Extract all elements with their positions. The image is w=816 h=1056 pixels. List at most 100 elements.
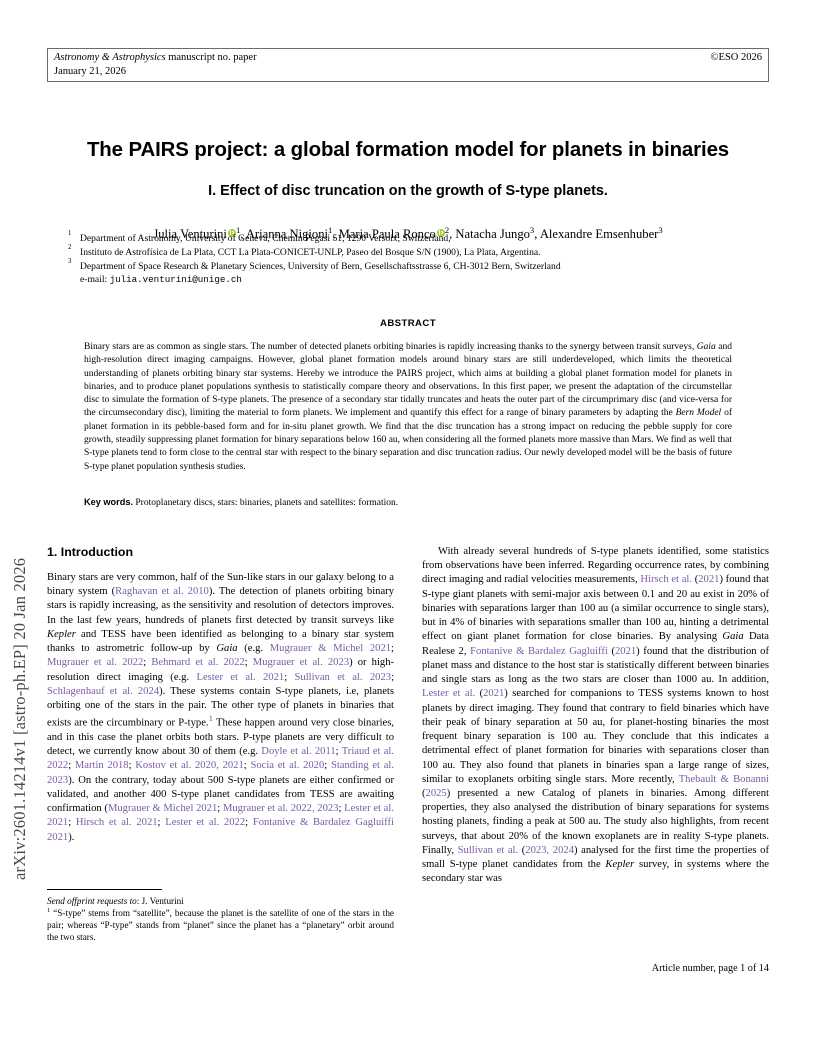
abstract-text-2: and high-resolution direct imaging campa…: [84, 342, 732, 419]
italic-term: Gaia: [722, 631, 744, 643]
body-text: ) presented a new Catalog of planets in …: [422, 787, 769, 856]
citation-link[interactable]: Behmard et al. 2022: [151, 657, 245, 669]
citation-link[interactable]: Lester et al. 2021: [196, 671, 285, 683]
paper-subtitle: I. Effect of disc truncation on the grow…: [208, 183, 608, 200]
footnote-text: “S-type” stems from “satellite”, because…: [47, 908, 394, 943]
body-text: ;: [68, 817, 76, 829]
body-text: ;: [143, 657, 152, 669]
affiliation-marker: 1: [68, 230, 72, 237]
running-header-box: Astronomy & Astrophysics manuscript no. …: [47, 48, 769, 82]
body-text: ;: [324, 760, 331, 772]
body-text: ) or high-resolution direct imaging (e.g…: [47, 657, 395, 683]
citation-link[interactable]: Hirsch et al. 2021: [75, 817, 158, 829]
citation-link[interactable]: 2021: [483, 688, 505, 700]
citation-link[interactable]: Mugrauer et al. 2022: [47, 657, 144, 669]
arxiv-identifier-stamp: arXiv:2601.14214v1 [astro-ph.EP] 20 Jan …: [10, 0, 30, 880]
offprint-value: : J. Venturini: [136, 896, 184, 906]
author-affiliation-marker: 2: [444, 224, 450, 235]
italic-term: Gaia: [216, 643, 238, 655]
body-text: ;: [335, 746, 342, 758]
citation-link[interactable]: Mugrauer et al. 2023: [252, 657, 350, 669]
title-block: The PAIRS project: a global formation mo…: [47, 138, 769, 242]
body-text: (: [518, 844, 526, 856]
citation-link[interactable]: Lester et al. 2022: [165, 817, 246, 829]
citation-link[interactable]: Mugrauer & Michel 2021: [107, 803, 218, 815]
citation-link[interactable]: Socia et al. 2020: [250, 760, 325, 772]
affiliation-item: 2 Instituto de Astrofísica de La Plata, C…: [66, 243, 766, 260]
citation-link[interactable]: Lester et al. 2021: [47, 803, 394, 829]
citation-link[interactable]: Sullivan et al. 2023: [294, 671, 392, 683]
citation-link[interactable]: Standing et al. 2023: [47, 760, 395, 786]
citation-link[interactable]: Doyle et al. 2011: [261, 746, 336, 758]
abstract-text-1: Binary stars are as common as single sta…: [84, 342, 697, 352]
citation-link[interactable]: Triaud et al. 2022: [47, 746, 394, 772]
body-text: and TESS have been identified as belongi…: [47, 628, 394, 655]
body-text: ;: [391, 671, 395, 683]
abstract-text-3: of planet formation in its pebble-based …: [84, 408, 732, 472]
affiliation-item: 1 Department of Astronomy, University of …: [66, 230, 766, 246]
affiliation-marker: 2: [68, 243, 72, 251]
citation-link[interactable]: Kostov et al. 2020, 2021: [135, 760, 244, 772]
citation-link[interactable]: Raghavan et al. 2010: [115, 586, 209, 598]
body-text: ). On the contrary, today about 500 S-ty…: [47, 774, 394, 815]
abstract-gaia-italic: Gaia: [696, 342, 716, 352]
footnote-divider: [47, 889, 162, 890]
keywords-label: Key words.: [84, 497, 134, 507]
citation-link[interactable]: Hirsch et al.: [640, 574, 692, 586]
citation-link[interactable]: Mugrauer & Michel 2021: [269, 643, 392, 655]
author-name: Arianna Nigioni: [245, 226, 329, 241]
page-title: The PAIRS project: a global formation mo…: [86, 139, 730, 161]
citation-link[interactable]: Mugrauer et al. 2022, 2023: [222, 803, 339, 815]
author-name: Alexandre Emsenhuber: [539, 226, 659, 241]
body-text: With already several hundreds of S-type …: [422, 546, 769, 586]
citation-link[interactable]: Thebault & Bonanni: [678, 773, 769, 785]
body-text: ) searched for companions to TESS system…: [422, 688, 769, 785]
body-text: (e.g.: [237, 643, 270, 655]
arxiv-identifier-text: arXiv:2601.14214v1 [astro-ph.EP] 20 Jan …: [10, 557, 29, 880]
author-affiliation-marker: 3: [529, 224, 535, 235]
citation-link[interactable]: Schlagenhauf et al. 2024: [47, 685, 160, 697]
citation-link[interactable]: Fontanive & Bardalez Gagluiffi: [470, 645, 608, 657]
body-text: ) found that S-type giant planets with s…: [422, 574, 769, 643]
body-text: ).: [68, 831, 75, 843]
affiliation-marker: 3: [68, 257, 72, 265]
orcid-icon[interactable]: [436, 228, 445, 237]
citation-link[interactable]: 2021: [614, 645, 637, 657]
citation-link[interactable]: 2021: [698, 574, 720, 586]
citation-link[interactable]: Sullivan et al.: [457, 844, 519, 856]
affiliation-text: Department of Astronomy, University of G…: [80, 233, 451, 244]
email-address[interactable]: julia.venturini@unige.ch: [109, 274, 242, 286]
body-text: (: [692, 574, 699, 586]
orcid-icon[interactable]: [227, 228, 236, 237]
body-text: ;: [217, 803, 223, 815]
offprint-request-line: Send offprint requests to: J. Venturini: [47, 895, 394, 907]
body-text: These happen around very close binaries,…: [47, 717, 394, 758]
affiliation-text: Department of Space Research & Planetary…: [80, 260, 561, 272]
citation-link[interactable]: Martin 2018: [74, 760, 129, 772]
citation-link[interactable]: 2025: [425, 787, 447, 799]
footnote-block: Send offprint requests to: J. Venturini …: [47, 889, 394, 944]
body-columns: 1. Introduction Binary stars are very co…: [47, 545, 769, 945]
body-text: ) analysed for the first time the proper…: [422, 844, 769, 871]
body-text: ;: [245, 817, 253, 829]
header-date: January 21, 2026: [54, 66, 127, 78]
left-column: 1. Introduction Binary stars are very co…: [47, 545, 394, 845]
citation-link[interactable]: 2023, 2024: [525, 844, 574, 856]
body-text: ). The detection of planets orbiting bin…: [47, 586, 394, 626]
abstract-heading: ABSTRACT: [380, 318, 436, 329]
body-text: ;: [128, 760, 136, 772]
body-text: ;: [68, 760, 75, 772]
abstract-bern-model-italic: Bern Model: [675, 408, 722, 419]
body-text: Data Realese 2,: [422, 631, 769, 657]
footnote-reference[interactable]: 1: [208, 713, 213, 724]
body-text: ;: [391, 643, 394, 655]
italic-term: Kepler: [605, 859, 635, 871]
copyright-notice: ©ESO 2026: [710, 52, 762, 63]
abstract-body: Binary stars are as common as single sta…: [84, 341, 732, 474]
offprint-label: Send offprint requests to: [47, 896, 137, 906]
citation-link[interactable]: Lester et al.: [422, 688, 476, 700]
author-name: Natacha Jungo: [455, 226, 530, 241]
footnote-marker: 1: [47, 907, 51, 915]
body-text: (: [607, 645, 615, 657]
citation-link[interactable]: Fontanive & Bardalez Gagluiffi 2021: [47, 817, 394, 843]
